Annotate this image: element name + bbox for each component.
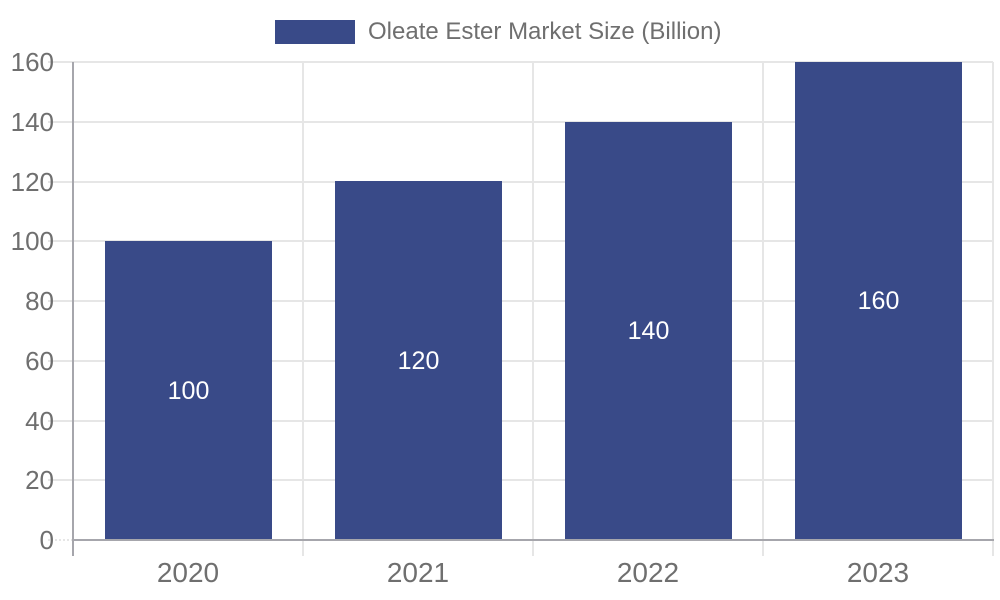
y-tick (48, 539, 73, 541)
x-axis-label: 2022 (616, 557, 680, 588)
bar-value-label: 140 (627, 317, 670, 345)
bar[interactable]: 100 (105, 241, 272, 540)
y-tick (48, 420, 73, 422)
category-gridline (992, 62, 994, 540)
y-tick (48, 61, 73, 63)
y-axis-label: 0 (39, 525, 54, 555)
y-axis-label: 100 (10, 226, 54, 256)
x-axis-label: 2020 (156, 557, 220, 588)
y-axis-label: 20 (25, 465, 54, 495)
category-gridline (302, 62, 304, 540)
y-tick (48, 479, 73, 481)
x-tick (762, 540, 764, 556)
x-axis-label: 2023 (846, 557, 910, 588)
y-axis-label: 60 (25, 346, 54, 376)
x-axis-line (72, 539, 994, 541)
y-axis-label: 140 (10, 107, 54, 137)
bar[interactable]: 160 (795, 62, 962, 540)
bar-value-label: 160 (857, 287, 900, 315)
y-axis-label: 160 (10, 47, 54, 77)
legend-swatch (275, 20, 355, 44)
y-axis-label: 80 (25, 286, 54, 316)
y-axis-label: 120 (10, 167, 54, 197)
y-tick (48, 121, 73, 123)
y-axis-label: 40 (25, 406, 54, 436)
bar[interactable]: 120 (335, 181, 502, 540)
y-tick (48, 360, 73, 362)
y-tick (48, 300, 73, 302)
category-gridline (532, 62, 534, 540)
legend[interactable]: Oleate Ester Market Size (Billion) (275, 20, 721, 44)
legend-label: Oleate Ester Market Size (Billion) (368, 18, 722, 45)
x-axis-label: 2021 (386, 557, 450, 588)
bar-value-label: 100 (167, 377, 210, 405)
y-axis-line (72, 62, 74, 540)
x-tick (992, 540, 994, 556)
bar-value-label: 120 (397, 347, 440, 375)
x-tick (302, 540, 304, 556)
x-tick (72, 540, 74, 556)
y-tick (48, 240, 73, 242)
bar[interactable]: 140 (565, 122, 732, 540)
category-gridline (762, 62, 764, 540)
x-tick (532, 540, 534, 556)
y-tick (48, 181, 73, 183)
